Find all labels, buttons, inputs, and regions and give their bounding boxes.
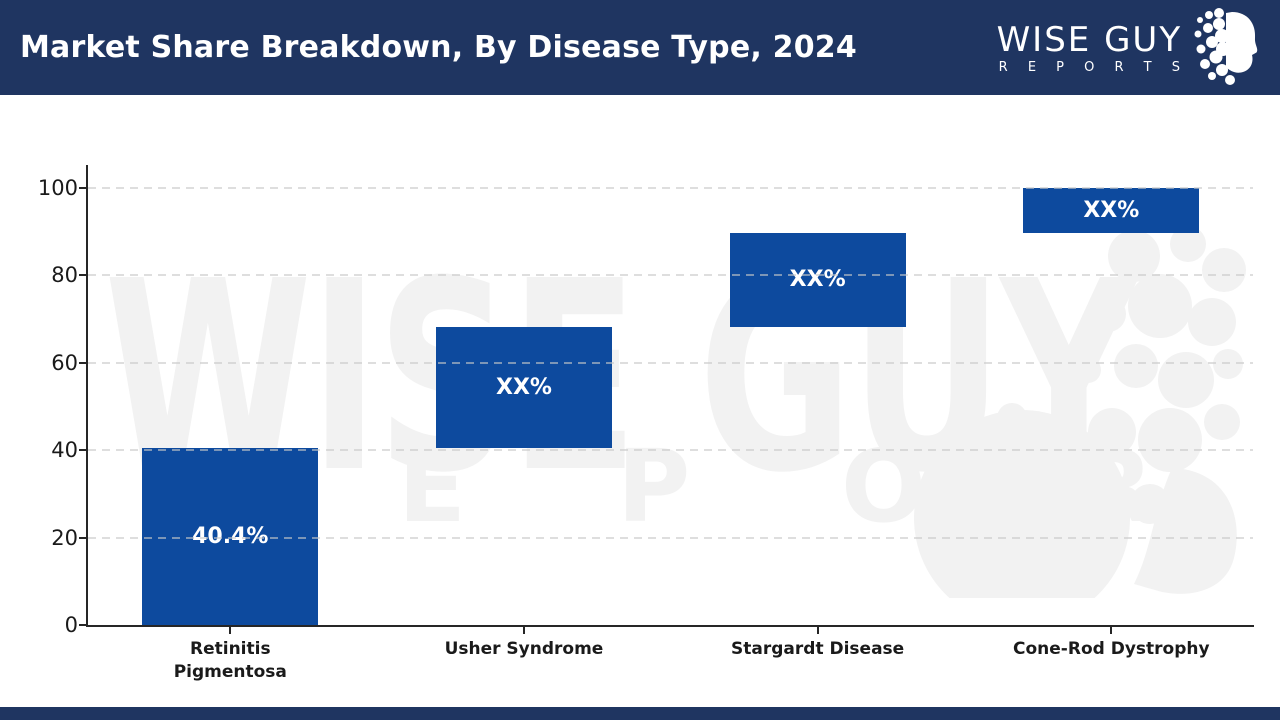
- y-tick-label: 40: [51, 438, 78, 463]
- y-tick-mark: [79, 361, 86, 364]
- y-tick-mark: [79, 624, 86, 626]
- bar-value-label: XX%: [495, 375, 552, 401]
- gridline: [88, 361, 1253, 364]
- y-tick-label: 100: [37, 176, 78, 200]
- brand-logo-text: WISE GUY R E P O R T S: [991, 21, 1188, 75]
- x-tick-label: Retinitis Pigmentosa: [173, 639, 287, 682]
- y-tick-mark: [79, 536, 86, 539]
- y-tick-mark: [79, 449, 86, 452]
- y-tick-mark: [79, 274, 86, 277]
- y-tick-mark: [79, 187, 86, 189]
- x-tick-mark: [522, 627, 525, 634]
- x-tick-mark: [816, 627, 819, 634]
- gridline: [88, 449, 1253, 452]
- bar-stargardt-disease: XX%: [729, 232, 906, 328]
- brand-logo: WISE GUY R E P O R T S: [991, 6, 1264, 90]
- y-tick-label: 20: [51, 525, 78, 550]
- y-axis-spine: [86, 165, 88, 627]
- bar-usher-syndrome: XX%: [435, 327, 612, 449]
- bar-value-label: XX%: [1083, 197, 1140, 223]
- footer-bar: [0, 707, 1280, 720]
- bar-cone-rod-dystrophy: XX%: [1023, 188, 1200, 233]
- x-axis-spine: [86, 625, 1254, 627]
- y-tick-label: 80: [51, 263, 78, 288]
- y-tick-label: 60: [51, 350, 78, 375]
- chart-title: Market Share Breakdown, By Disease Type,…: [20, 30, 857, 65]
- gridline: [88, 274, 1253, 277]
- x-tick-label: Usher Syndrome: [444, 639, 604, 659]
- bar-value-label: XX%: [789, 267, 846, 293]
- x-tick-label: Stargardt Disease: [731, 639, 905, 659]
- gridline: [88, 187, 1253, 189]
- x-tick-label: Cone-Rod Dystrophy: [1013, 639, 1210, 659]
- x-tick-mark: [1110, 627, 1113, 634]
- y-tick-label: 0: [64, 613, 78, 637]
- brand-logo-head-icon: [1194, 8, 1258, 85]
- gridline: [88, 536, 1253, 539]
- brand-logo-wordmark: WISE GUY: [996, 20, 1183, 60]
- header-bar: [0, 0, 1280, 95]
- watermark-dotted-head-icon: [914, 226, 1246, 598]
- brand-logo-subtitle: R E P O R T S: [998, 60, 1188, 75]
- x-tick-mark: [229, 627, 232, 634]
